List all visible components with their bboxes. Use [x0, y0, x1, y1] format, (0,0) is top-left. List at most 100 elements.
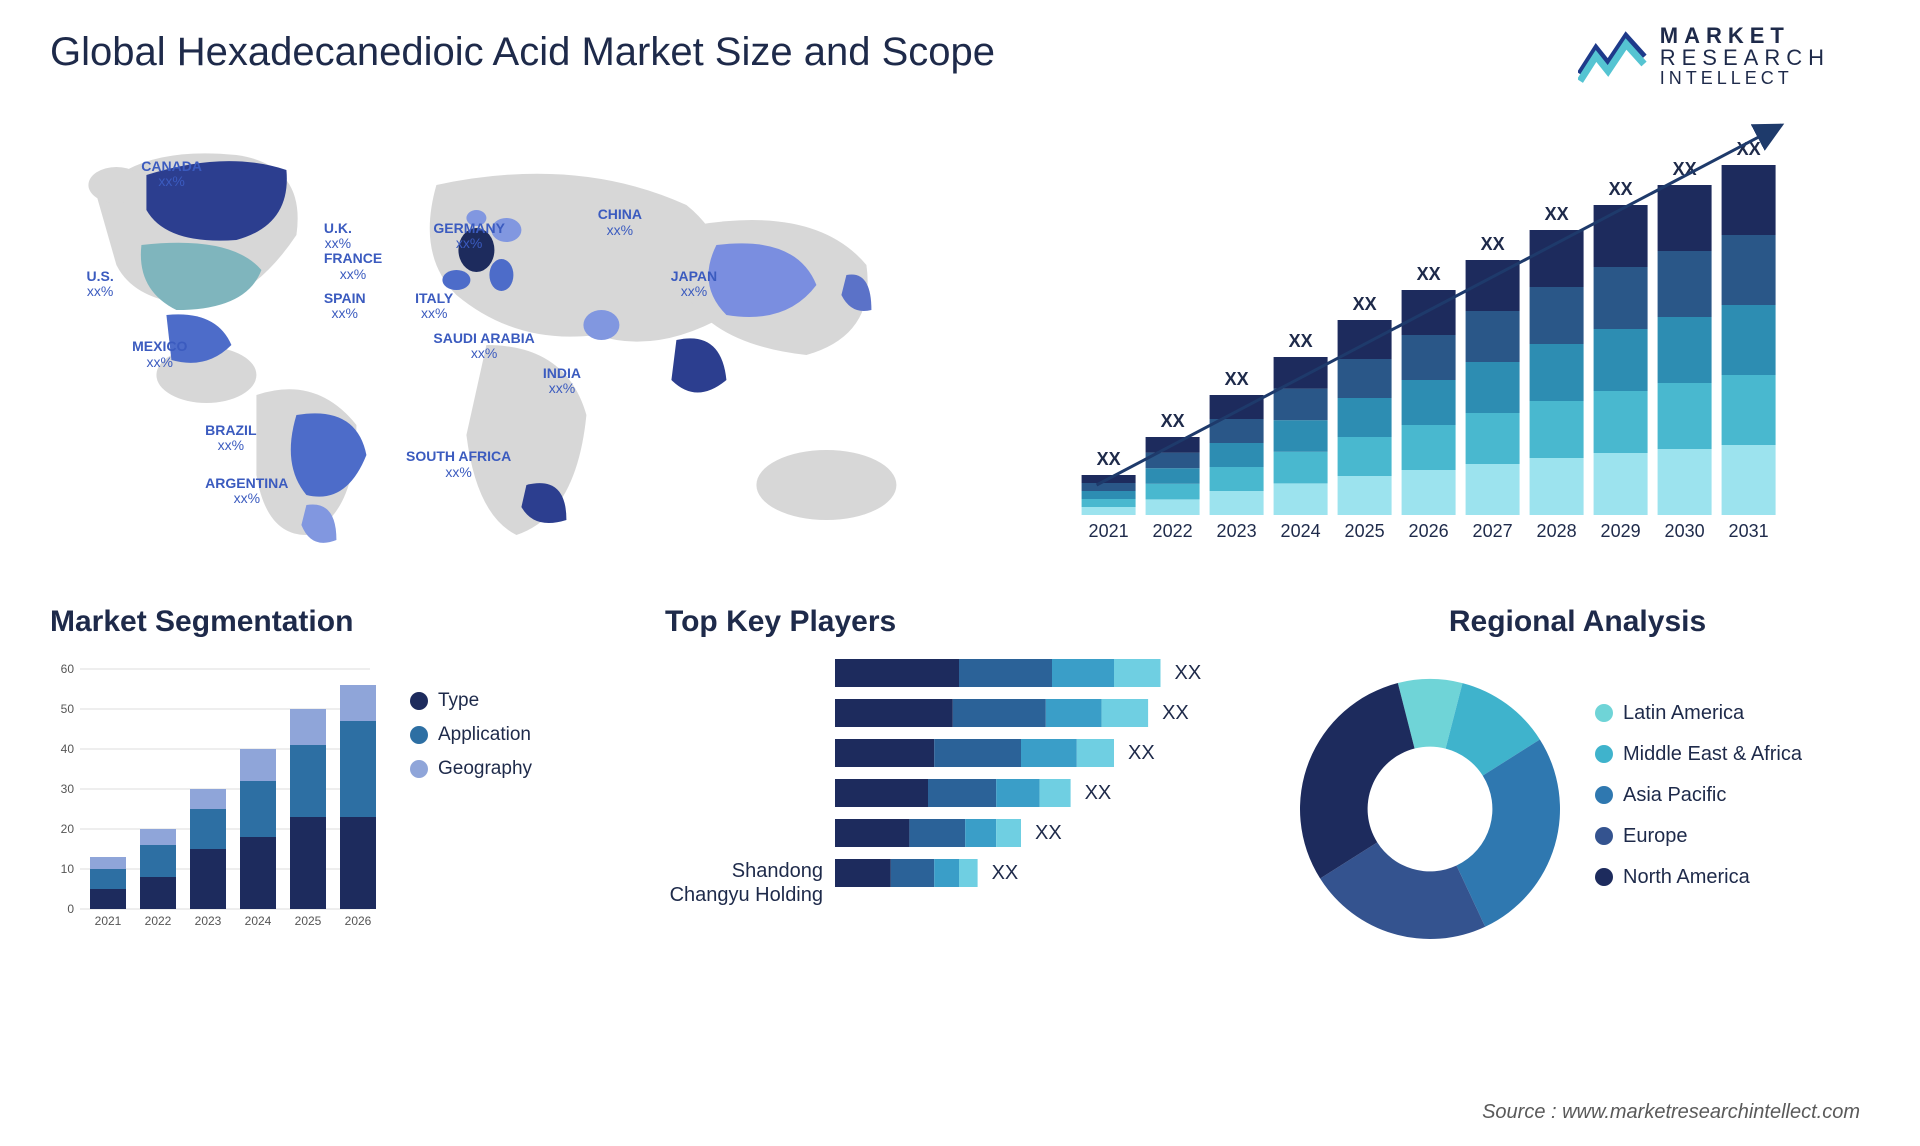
map-label-us: U.S.xx%: [87, 269, 114, 300]
svg-text:30: 30: [61, 782, 75, 796]
growth-bar-2027: [1465, 413, 1519, 464]
seg-bar-2021-geography: [90, 857, 126, 869]
growth-bar-2024: [1273, 420, 1327, 452]
growth-bar-2030: [1657, 185, 1711, 251]
growth-bar-2030: [1657, 383, 1711, 449]
growth-bar-2030: [1657, 317, 1711, 383]
growth-bar-2022: [1145, 484, 1199, 500]
seg-legend-geography: Geography: [410, 758, 532, 780]
seg-bar-2026-type: [340, 817, 376, 909]
growth-bar-2022: [1145, 468, 1199, 484]
kp-bar-4-seg-3: [996, 819, 1021, 847]
kp-bar-1-seg-3: [1102, 699, 1149, 727]
seg-bar-2024-type: [240, 837, 276, 909]
seg-bar-2026-application: [340, 721, 376, 817]
growth-bar-2026: [1401, 380, 1455, 425]
seg-bar-2023-geography: [190, 789, 226, 809]
growth-bar-2030: [1657, 251, 1711, 317]
map-label-argentina: ARGENTINAxx%: [205, 476, 288, 507]
kp-value-2: XX: [1128, 742, 1155, 764]
map-label-saudiarabia: SAUDI ARABIAxx%: [433, 331, 534, 362]
map-label-japan: JAPANxx%: [671, 269, 717, 300]
growth-bar-2022: [1145, 499, 1199, 515]
map-label-canada: CANADAxx%: [141, 159, 202, 190]
growth-bar-2021: [1081, 499, 1135, 507]
key-players-title: Top Key Players: [665, 605, 1255, 639]
kp-bar-1-seg-2: [1046, 699, 1102, 727]
growth-value-2027: XX: [1480, 234, 1504, 254]
kp-bar-5-seg-2: [934, 859, 959, 887]
seg-bar-2022-application: [140, 845, 176, 877]
growth-bar-2031: [1721, 305, 1775, 375]
growth-bar-2026: [1401, 290, 1455, 335]
seg-bar-2022-type: [140, 877, 176, 909]
growth-year-2030: 2030: [1664, 521, 1704, 541]
source-line: Source : www.marketresearchintellect.com: [1482, 1101, 1860, 1124]
svg-text:40: 40: [61, 742, 75, 756]
logo-line3: INTELLECT: [1660, 69, 1830, 87]
seg-legend-application: Application: [410, 724, 532, 746]
regional-legend: Latin AmericaMiddle East & AfricaAsia Pa…: [1595, 702, 1802, 907]
kp-bar-5-seg-0: [835, 859, 891, 887]
svg-text:2026: 2026: [345, 914, 372, 928]
kp-value-0: XX: [1175, 662, 1202, 684]
growth-bar-2027: [1465, 311, 1519, 362]
growth-bar-2023: [1209, 395, 1263, 419]
logo-line2: RESEARCH: [1660, 47, 1830, 69]
growth-year-2029: 2029: [1600, 521, 1640, 541]
growth-value-2022: XX: [1160, 411, 1184, 431]
map-label-france: FRANCExx%: [324, 251, 382, 282]
kp-bar-4-seg-1: [909, 819, 965, 847]
growth-bar-2025: [1337, 359, 1391, 398]
kp-bar-0-seg-3: [1114, 659, 1161, 687]
growth-bar-2028: [1529, 401, 1583, 458]
kp-bar-3-seg-1: [928, 779, 996, 807]
seg-legend-type: Type: [410, 690, 532, 712]
kp-value-4: XX: [1035, 822, 1062, 844]
growth-bar-2024: [1273, 389, 1327, 421]
growth-chart-svg: XX2021XX2022XX2023XX2024XX2025XX2026XX20…: [1003, 115, 1870, 555]
growth-value-2026: XX: [1416, 264, 1440, 284]
growth-bar-2024: [1273, 483, 1327, 515]
growth-bar-2025: [1337, 437, 1391, 476]
segmentation-section: Market Segmentation 01020304050602021202…: [50, 605, 635, 985]
map-label-germany: GERMANYxx%: [433, 221, 505, 252]
regional-donut-svg: [1285, 659, 1575, 949]
growth-year-2021: 2021: [1088, 521, 1128, 541]
kp-bar-2-seg-3: [1077, 739, 1114, 767]
seg-bar-2021-application: [90, 869, 126, 889]
growth-value-2028: XX: [1544, 204, 1568, 224]
svg-text:0: 0: [67, 902, 74, 916]
growth-bar-2023: [1209, 491, 1263, 515]
growth-year-2025: 2025: [1344, 521, 1384, 541]
growth-bar-2028: [1529, 458, 1583, 515]
svg-text:2022: 2022: [145, 914, 172, 928]
growth-bar-2024: [1273, 452, 1327, 484]
growth-bar-2025: [1337, 476, 1391, 515]
seg-bar-2021-type: [90, 889, 126, 909]
growth-year-2028: 2028: [1536, 521, 1576, 541]
map-label-china: CHINAxx%: [598, 207, 642, 238]
world-map: CANADAxx%U.S.xx%MEXICOxx%BRAZILxx%ARGENT…: [50, 115, 963, 555]
svg-text:10: 10: [61, 862, 75, 876]
kp-bar-2-seg-0: [835, 739, 934, 767]
growth-value-2029: XX: [1608, 179, 1632, 199]
growth-bar-2028: [1529, 344, 1583, 401]
kp-bar-5-seg-1: [891, 859, 934, 887]
map-label-southafrica: SOUTH AFRICAxx%: [406, 449, 511, 480]
growth-bar-2021: [1081, 507, 1135, 515]
growth-value-2023: XX: [1224, 369, 1248, 389]
kp-bar-3-seg-2: [996, 779, 1039, 807]
kp-bar-3-seg-3: [1040, 779, 1071, 807]
kp-bar-3-seg-0: [835, 779, 928, 807]
seg-bar-2023-application: [190, 809, 226, 849]
growth-year-2027: 2027: [1472, 521, 1512, 541]
svg-text:20: 20: [61, 822, 75, 836]
brand-logo: MARKET RESEARCH INTELLECT: [1578, 25, 1830, 87]
growth-year-2024: 2024: [1280, 521, 1320, 541]
growth-bar-2021: [1081, 483, 1135, 491]
segmentation-title: Market Segmentation: [50, 605, 635, 639]
segmentation-chart-svg: 0102030405060202120222023202420252026: [50, 659, 390, 959]
regional-legend-latin-america: Latin America: [1595, 702, 1802, 725]
donut-slice-north-america: [1300, 683, 1415, 878]
